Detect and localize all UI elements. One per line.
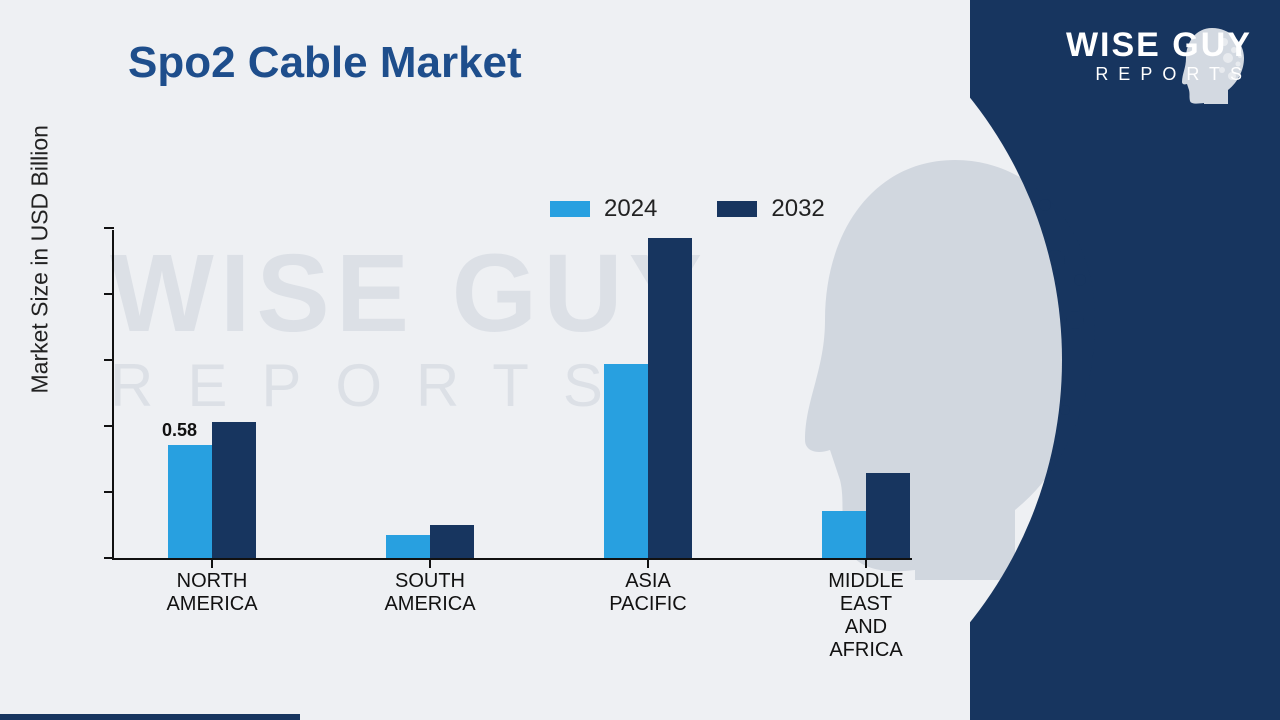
legend: 2024 2032 (550, 195, 825, 223)
chart-title: Spo2 Cable Market (128, 38, 522, 88)
x-tick (429, 558, 431, 568)
y-tick (104, 491, 114, 493)
x-axis-label: MIDDLE EAST AND AFRICA (796, 570, 936, 662)
x-tick (865, 558, 867, 568)
y-tick (104, 227, 114, 229)
bar-series-2024 (168, 445, 212, 558)
bar-value-label: 0.58 (162, 420, 197, 441)
bar-series-2032 (212, 422, 256, 558)
y-tick (104, 557, 114, 559)
chart-plot: 0.58NORTH AMERICASOUTH AMERICAASIA PACIF… (112, 230, 912, 560)
legend-label-2032: 2032 (771, 195, 824, 223)
bottom-accent-bar (0, 714, 300, 720)
bar-series-2024 (822, 511, 866, 558)
y-tick (104, 359, 114, 361)
y-axis-label: Market Size in USD Billion (27, 125, 54, 393)
x-axis-label: ASIA PACIFIC (578, 570, 718, 616)
legend-label-2024: 2024 (604, 195, 657, 223)
legend-item-2024: 2024 (550, 195, 657, 223)
brand-head-icon (1174, 24, 1254, 104)
x-axis-label: NORTH AMERICA (142, 570, 282, 616)
bar-series-2032 (648, 238, 692, 558)
brand-logo: WISE GUY REPORTS (1066, 28, 1252, 85)
legend-swatch-2032 (717, 201, 757, 217)
y-tick (104, 425, 114, 427)
x-tick (211, 558, 213, 568)
legend-swatch-2024 (550, 201, 590, 217)
x-axis-label: SOUTH AMERICA (360, 570, 500, 616)
bar-series-2024 (604, 364, 648, 558)
bar-series-2032 (866, 473, 910, 558)
legend-item-2032: 2032 (717, 195, 824, 223)
bar-series-2032 (430, 525, 474, 558)
bar-series-2024 (386, 535, 430, 558)
x-tick (647, 558, 649, 568)
y-tick (104, 293, 114, 295)
